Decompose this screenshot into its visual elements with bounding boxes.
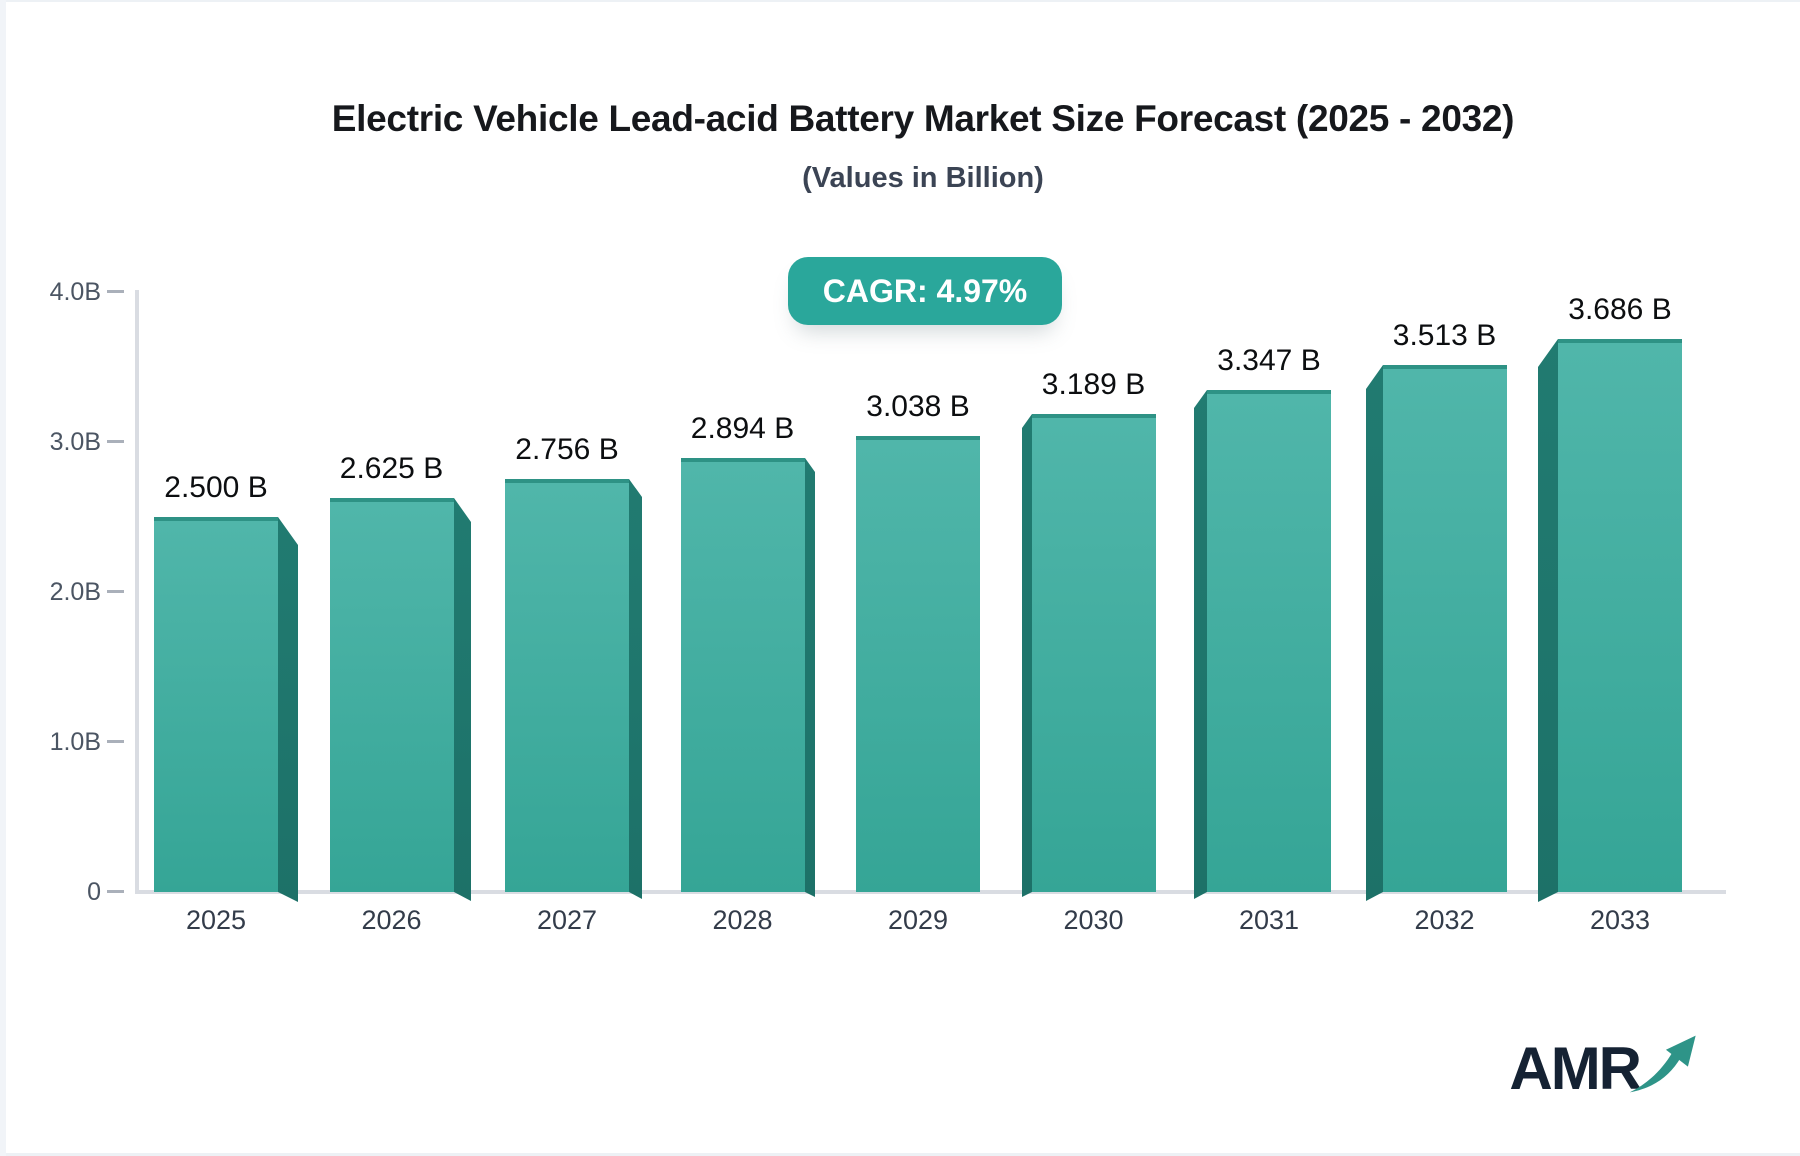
plot-area: 0 1.0B 2.0B 3.0B 4.0B 2.500 B 2025 2.625 B 2026 2… [6,2,1800,1153]
y-tick-label: 1.0B [49,728,101,756]
bar-value-label: 2.500 B [164,471,268,504]
bar-value-label: 3.038 B [866,390,970,423]
x-tick-label: 2026 [361,905,422,935]
x-axis-line [135,890,1726,894]
bar-value-label: 2.756 B [515,433,619,466]
x-tick-label: 2025 [185,905,247,935]
x-tick-label: 2029 [887,905,949,935]
bar-side-face [1366,365,1383,901]
bar-value-label: 3.347 B [1217,344,1321,377]
bar-side-face [454,498,471,901]
bar-value-label: 2.625 B [339,452,444,485]
bar [1558,339,1682,892]
cagr-badge: CAGR: 4.97% [788,257,1062,325]
y-tick-mark [107,740,124,743]
y-tick-mark [107,890,124,893]
bar-side-face [1194,390,1207,899]
x-tick-label: 2028 [712,905,773,935]
bar [330,498,454,892]
page-left-edge [0,0,6,1156]
bar [681,458,805,892]
bar [1207,390,1331,892]
bar-side-face [1022,414,1032,897]
x-tick-label: 2031 [1238,905,1300,935]
y-axis-line [135,290,139,894]
growth-arrow-icon [1629,1035,1696,1092]
y-tick-label: 3.0B [49,428,101,456]
bar [1383,365,1507,892]
bar [154,517,278,892]
chart-title: Electric Vehicle Lead-acid Battery Marke… [331,98,1515,139]
x-tick-label: 2032 [1414,905,1475,935]
bar [1032,414,1156,892]
bar-side-face [629,479,642,899]
x-tick-label: 2027 [536,905,598,935]
y-tick-label: 4.0B [49,278,101,306]
y-tick-mark [107,440,124,443]
amr-logo: AMR [1509,1034,1700,1103]
x-tick-label: 2033 [1589,905,1651,935]
chart-subtitle: (Values in Billion) [802,162,1044,194]
bar-value-label: 3.189 B [1041,368,1146,401]
bar-value-label: 3.686 B [1568,293,1672,326]
y-tick-label: 0 [87,878,101,906]
x-tick-label: 2030 [1063,905,1124,935]
bar-side-face [1538,339,1558,902]
amr-logo-text: AMR [1509,1035,1642,1102]
bar-side-face [278,517,298,902]
y-tick-mark [107,590,124,593]
y-tick-label: 2.0B [49,578,101,606]
bar-value-label: 3.513 B [1392,319,1497,352]
y-tick-mark [107,290,124,293]
bar-side-face [805,458,815,897]
bar-value-label: 2.894 B [690,412,795,445]
bar [505,479,629,892]
bar [856,436,980,892]
